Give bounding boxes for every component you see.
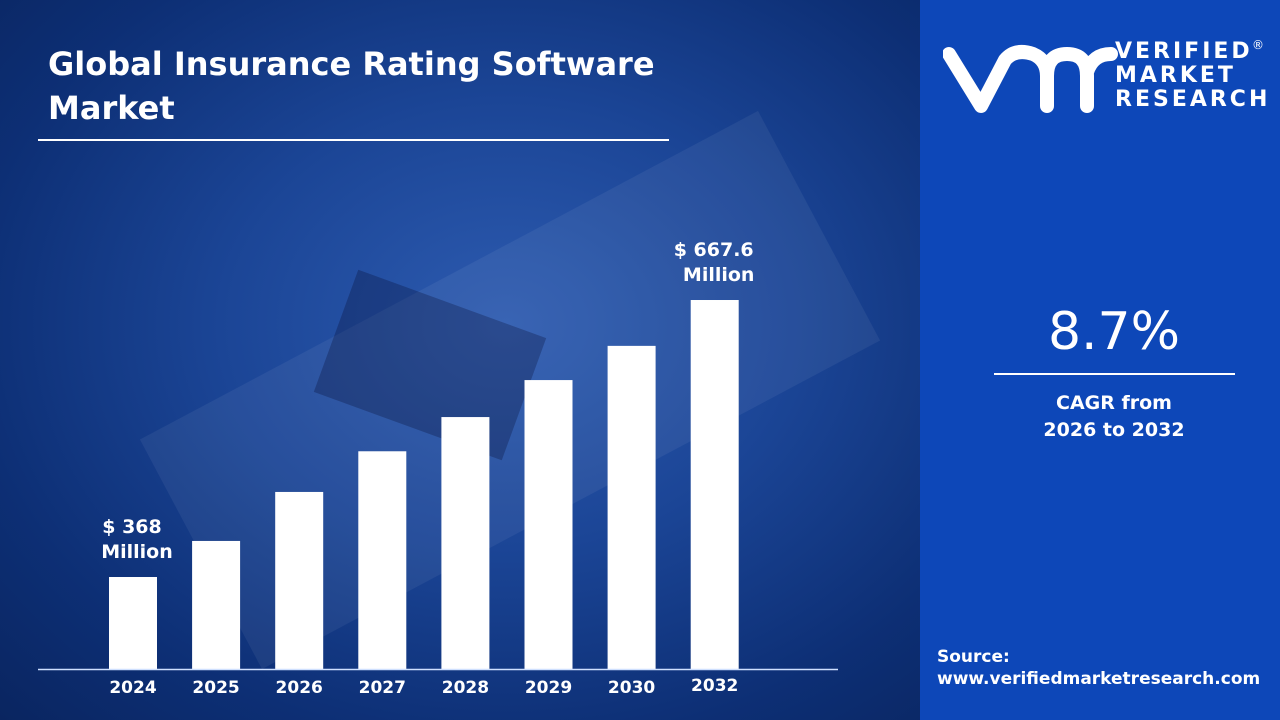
x-tick-label: 2029 (525, 678, 572, 698)
bar-2028 (441, 417, 490, 669)
x-tick-label: 2025 (192, 678, 239, 698)
data-label-2024: $ 368 (102, 516, 162, 538)
source: Source: www.verifiedmarketresearch.com (937, 646, 1260, 690)
cagr-label-line-2: 2026 to 2032 (1043, 419, 1185, 441)
cagr-label: CAGR from 2026 to 2032 (994, 390, 1234, 444)
brand-line-2: MARKET (1115, 63, 1236, 88)
side-panel (920, 0, 1280, 720)
data-label-2024: Million (101, 541, 173, 563)
brand-line-3: RESEARCH (1115, 87, 1271, 112)
x-tick-label: 2028 (442, 678, 489, 698)
x-tick-label: 2030 (608, 678, 655, 698)
brand-line-1: VERIFIED (1115, 39, 1253, 64)
cagr-divider (994, 373, 1235, 375)
bar-2032 (690, 300, 739, 669)
bar-2029 (524, 380, 573, 669)
bar-2025 (192, 540, 241, 669)
x-tick-label: 2032 (691, 676, 738, 696)
x-tick-label: 2027 (359, 678, 406, 698)
page-title: Global Insurance Rating Software Market (48, 45, 655, 127)
registered-mark: ® (1252, 38, 1264, 52)
bar-2027 (358, 451, 407, 669)
brand-name: VERIFIED MARKET RESEARCH (1115, 40, 1270, 112)
cagr-label-line-1: CAGR from (1056, 392, 1172, 414)
bar-2026 (275, 491, 324, 669)
x-tick-label: 2026 (276, 678, 323, 698)
cagr-value: 8.7% (1047, 302, 1181, 362)
x-tick-label: 2024 (109, 678, 156, 698)
title-divider (38, 139, 669, 141)
data-label-2032: Million (683, 264, 755, 286)
vmr-logo (943, 45, 1118, 113)
data-label-2032: $ 667.6 (674, 239, 754, 261)
bar-2030 (607, 345, 656, 669)
source-label: Source: (937, 647, 1010, 667)
source-url[interactable]: www.verifiedmarketresearch.com (937, 669, 1261, 689)
bar-2024 (109, 577, 157, 669)
bar-chart: 2024 2025 2026 2027 2028 2029 2030 2032 $ 368 Mi… (38, 239, 838, 698)
